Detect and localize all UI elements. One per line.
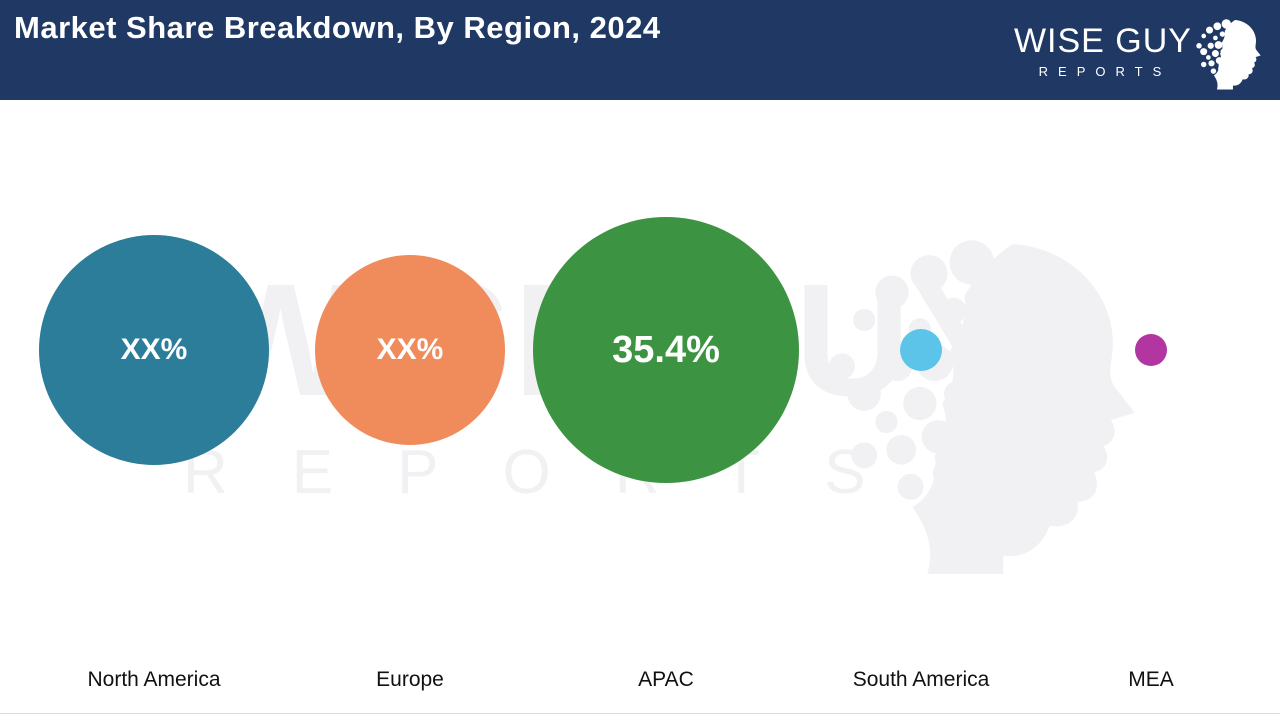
bubble-chart: WISE GUY REPORTS XX%North AmericaXX%Euro… [0, 100, 1280, 720]
bubble-europe: XX% [315, 255, 505, 445]
bubble-mea [1135, 334, 1167, 366]
logo-text: WISE GUY REPORTS [1014, 22, 1192, 79]
category-label-apac: APAC [638, 668, 694, 691]
bubble-value-label: XX% [120, 333, 188, 366]
logo-head-icon [1196, 19, 1261, 90]
logo-subtitle: REPORTS [1038, 64, 1172, 79]
category-label-europe: Europe [376, 668, 444, 691]
bubble-value-label: 35.4% [612, 328, 720, 371]
bubble-apac: 35.4% [533, 217, 799, 483]
category-label-south-america: South America [852, 668, 990, 691]
header-bar: Market Share Breakdown, By Region, 2024 … [0, 0, 1280, 100]
page-title: Market Share Breakdown, By Region, 2024 [14, 10, 661, 45]
category-label-north-america: North America [87, 668, 221, 691]
footer-divider [0, 713, 1280, 714]
bubble-south-america [900, 329, 942, 371]
category-label-mea: MEA [1128, 668, 1174, 691]
logo-wordmark: WISE GUY [1013, 22, 1192, 60]
bubble-value-label: XX% [376, 333, 444, 366]
wise-guy-reports-logo: WISE GUY REPORTS [1014, 8, 1270, 94]
bubble-north-america: XX% [39, 235, 269, 465]
watermark-head-icon [828, 240, 1135, 574]
watermark-subtitle: REPORTS [183, 438, 930, 507]
